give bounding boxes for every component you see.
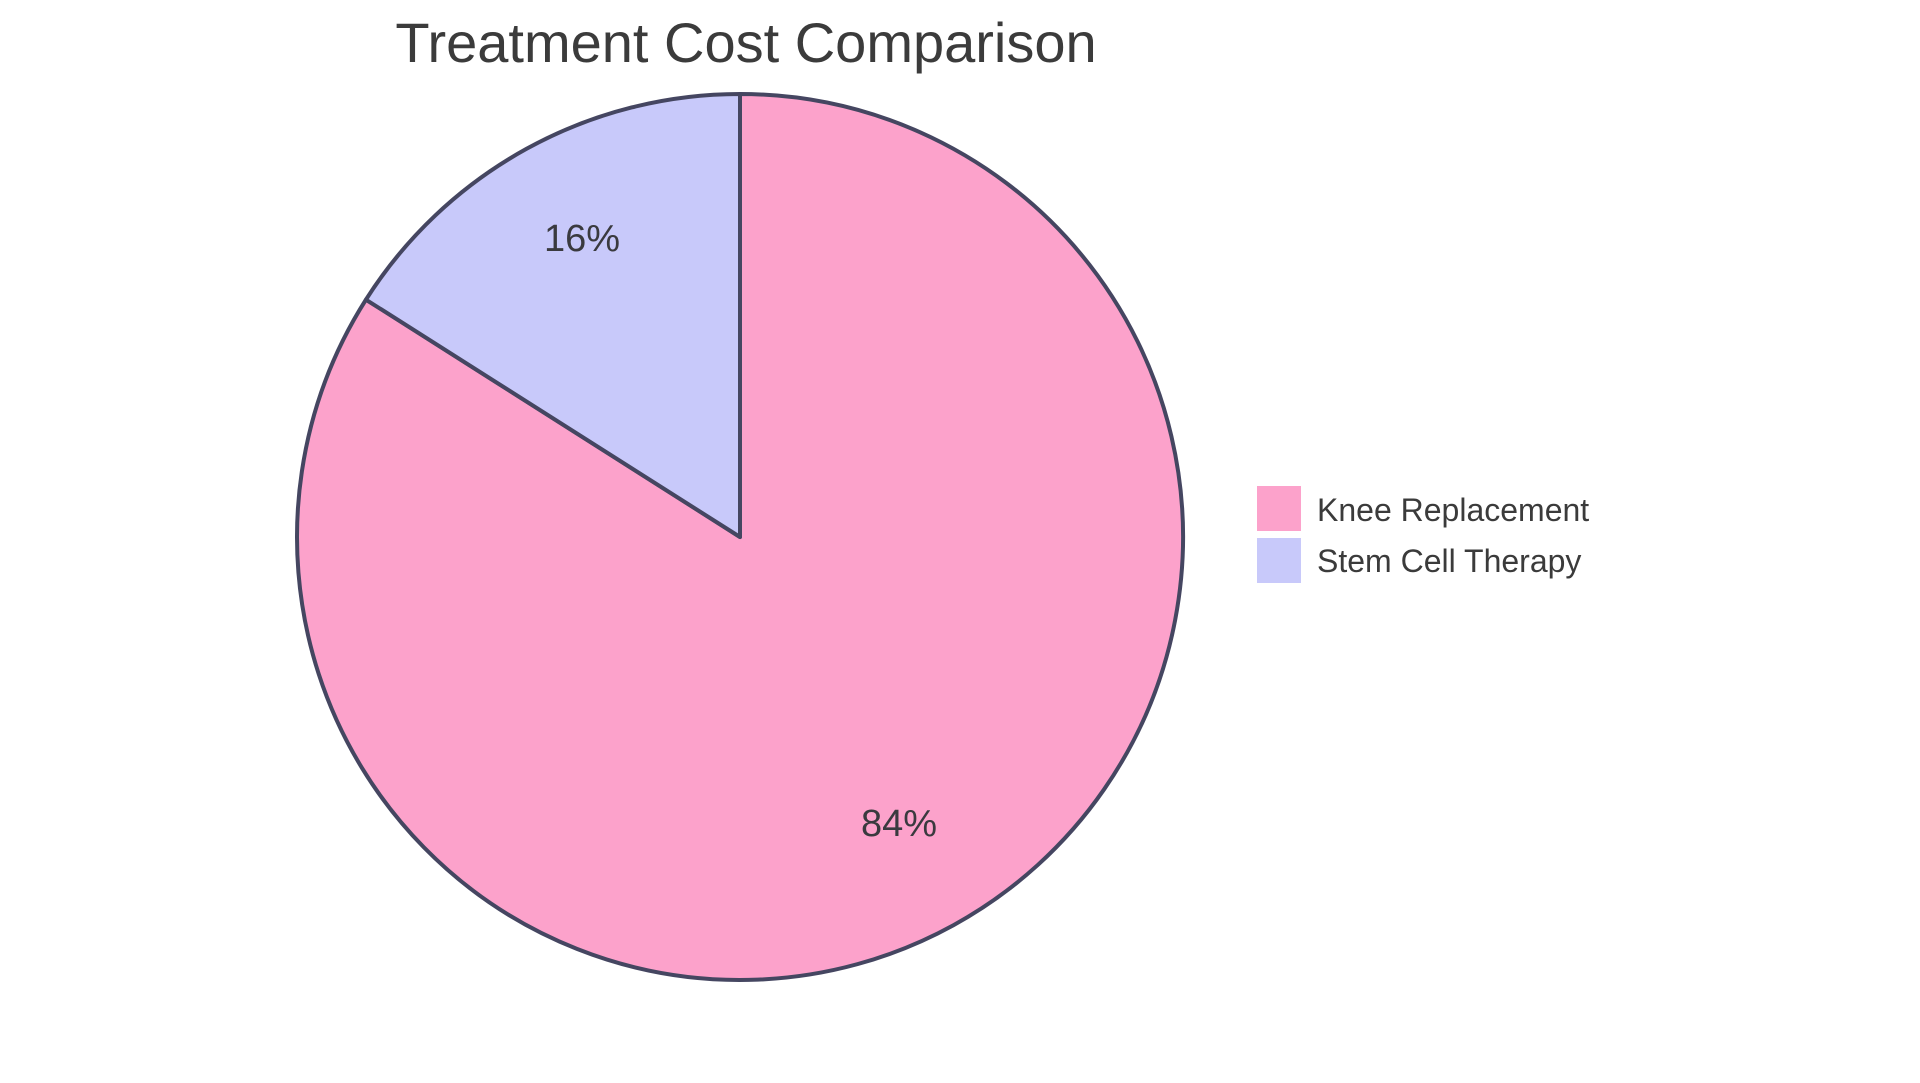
legend-label-stem-cell-therapy: Stem Cell Therapy xyxy=(1317,543,1581,579)
legend-swatch-stem-cell-therapy xyxy=(1257,538,1301,583)
chart-title: Treatment Cost Comparison xyxy=(395,11,1096,74)
legend: Knee Replacement Stem Cell Therapy xyxy=(1257,486,1589,583)
pie-label-knee-replacement-pct: 84% xyxy=(861,803,937,845)
pie-label-stem-cell-therapy-pct: 16% xyxy=(544,218,620,260)
pie-slices xyxy=(295,92,1185,982)
legend-item-stem-cell-therapy[interactable]: Stem Cell Therapy xyxy=(1257,538,1581,583)
pie-slice-stem-cell-therapy[interactable] xyxy=(363,92,742,539)
legend-item-knee-replacement[interactable]: Knee Replacement xyxy=(1257,486,1589,531)
legend-swatch-knee-replacement xyxy=(1257,486,1301,531)
legend-label-knee-replacement: Knee Replacement xyxy=(1317,492,1589,528)
